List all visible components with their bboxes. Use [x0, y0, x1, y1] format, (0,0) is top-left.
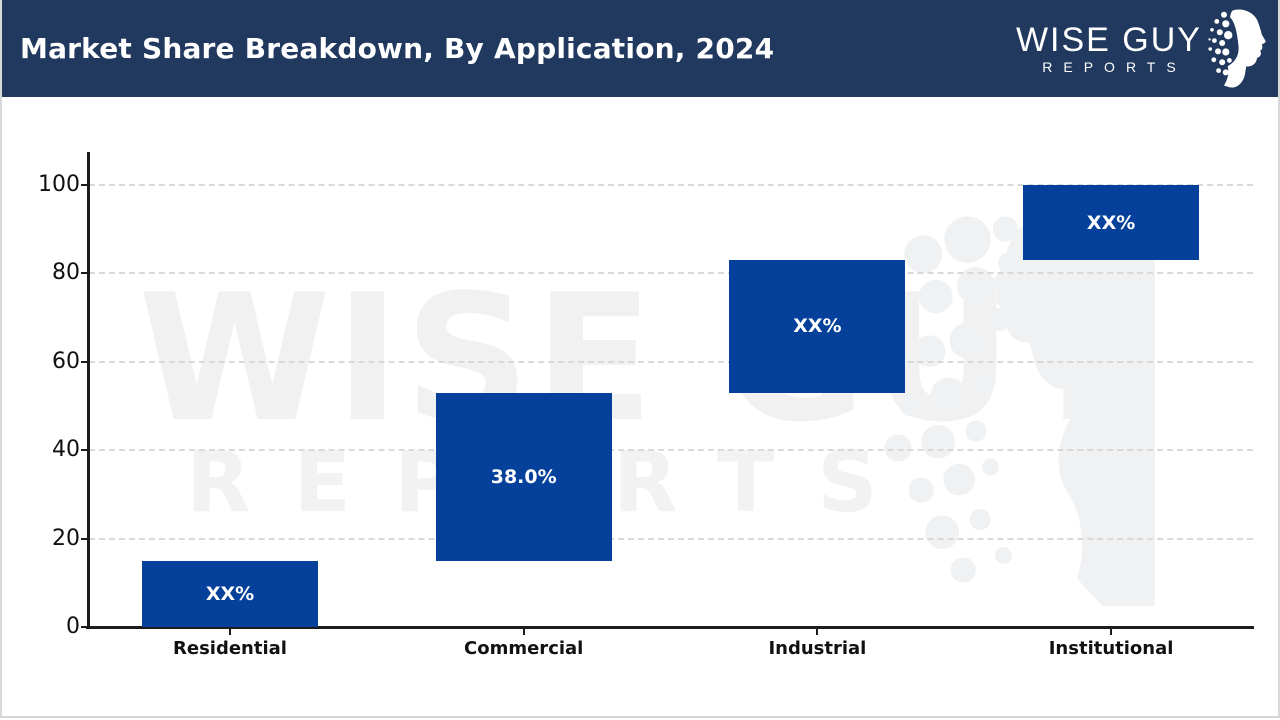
gridline-100: [89, 184, 1253, 186]
brand-subname: REPORTS: [1042, 59, 1187, 75]
gridline-40: [89, 449, 1253, 452]
bottom-border: [0, 716, 1280, 718]
header-bar: Market Share Breakdown, By Application, …: [0, 0, 1280, 97]
x-tick-label-institutional: Institutional: [1048, 638, 1174, 659]
bar-value-label-residential: XX%: [205, 582, 255, 605]
x-axis-line: [86, 626, 1254, 629]
brand-logo-text: WISE GUY REPORTS: [1016, 23, 1202, 74]
bar-institutional: XX%: [1023, 185, 1200, 261]
bar-industrial: XX%: [729, 260, 906, 393]
page-title: Market Share Breakdown, By Application, …: [20, 32, 775, 65]
gridline-20: [89, 537, 1253, 540]
y-tick-0: [81, 626, 89, 628]
y-tick-label-100: 100: [38, 172, 80, 197]
y-tick-label-60: 60: [52, 348, 80, 374]
x-tick-label-residential: Residential: [173, 638, 287, 659]
y-tick-40: [81, 449, 89, 452]
bar-residential: XX%: [142, 560, 318, 627]
y-tick-80: [81, 272, 89, 275]
bar-value-label-industrial: XX%: [793, 315, 842, 338]
bar-value-label-institutional: XX%: [1086, 211, 1136, 234]
y-tick-100: [81, 184, 89, 186]
x-tick-commercial: [522, 628, 525, 635]
brand-name: WISE GUY: [1015, 21, 1202, 59]
y-tick-60: [81, 360, 89, 363]
x-tick-label-industrial: Industrial: [768, 638, 867, 659]
bar-value-label-commercial: 38.0%: [490, 465, 557, 488]
y-axis-line: [87, 152, 90, 629]
x-tick-industrial: [816, 628, 819, 635]
brand-logo: WISE GUY REPORTS: [1016, 0, 1272, 97]
y-tick-label-20: 20: [52, 525, 80, 551]
y-tick-20: [81, 537, 89, 540]
gridline-80: [89, 272, 1253, 275]
x-tick-institutional: [1110, 628, 1113, 635]
gridline-60: [89, 360, 1253, 363]
bar-commercial: 38.0%: [435, 392, 612, 561]
x-tick-label-commercial: Commercial: [464, 638, 584, 659]
x-tick-residential: [229, 628, 231, 635]
brand-head-icon: [1208, 9, 1266, 88]
y-tick-label-0: 0: [66, 614, 80, 639]
y-tick-label-80: 80: [52, 260, 80, 286]
y-tick-label-40: 40: [52, 437, 80, 463]
